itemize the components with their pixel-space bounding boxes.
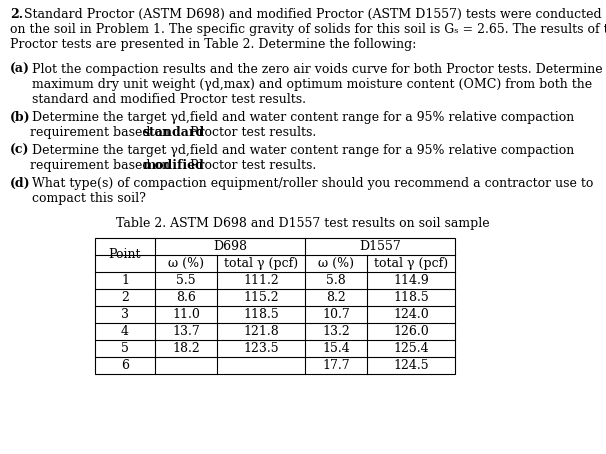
Text: ω (%): ω (%)	[168, 257, 204, 270]
Text: 115.2: 115.2	[243, 291, 279, 304]
Text: compact this soil?: compact this soil?	[32, 192, 146, 205]
Text: Proctor test results.: Proctor test results.	[187, 126, 317, 139]
Text: Determine the target γd,field and water content range for a 95% relative compact: Determine the target γd,field and water …	[32, 111, 574, 124]
Text: requirement based on: requirement based on	[10, 159, 174, 172]
Text: 10.7: 10.7	[322, 308, 350, 321]
Text: 111.2: 111.2	[243, 274, 279, 287]
Text: Plot the compaction results and the zero air voids curve for both Proctor tests.: Plot the compaction results and the zero…	[32, 63, 606, 76]
Text: Proctor test results.: Proctor test results.	[187, 159, 317, 172]
Text: standard: standard	[142, 126, 204, 139]
Text: Table 2. ASTM D698 and D1557 test results on soil sample: Table 2. ASTM D698 and D1557 test result…	[116, 217, 490, 230]
Text: requirement based on: requirement based on	[10, 126, 174, 139]
Text: (c): (c)	[10, 144, 30, 157]
Text: Point: Point	[108, 248, 141, 262]
Text: 126.0: 126.0	[393, 325, 429, 338]
Text: (a): (a)	[10, 63, 30, 76]
Text: total γ (pcf): total γ (pcf)	[374, 257, 448, 270]
Text: Standard Proctor (ASTM D698) and modified Proctor (ASTM D1557) tests were conduc: Standard Proctor (ASTM D698) and modifie…	[24, 8, 602, 21]
Text: 5.8: 5.8	[326, 274, 346, 287]
Text: 3: 3	[121, 308, 129, 321]
Text: 13.2: 13.2	[322, 325, 350, 338]
Text: on the soil in Problem 1. The specific gravity of solids for this soil is Gₛ = 2: on the soil in Problem 1. The specific g…	[10, 23, 606, 36]
Text: maximum dry unit weight (γd,max) and optimum moisture content (OMC) from both th: maximum dry unit weight (γd,max) and opt…	[32, 78, 592, 91]
Text: ω (%): ω (%)	[318, 257, 354, 270]
Text: 2: 2	[121, 291, 129, 304]
Text: D698: D698	[213, 240, 247, 253]
Text: 1: 1	[121, 274, 129, 287]
Text: D1557: D1557	[359, 240, 401, 253]
Text: 124.0: 124.0	[393, 308, 429, 321]
Text: Proctor tests are presented in Table 2. Determine the following:: Proctor tests are presented in Table 2. …	[10, 38, 416, 51]
Text: What type(s) of compaction equipment/roller should you recommend a contractor us: What type(s) of compaction equipment/rol…	[32, 177, 593, 190]
Text: 8.2: 8.2	[326, 291, 346, 304]
Text: 15.4: 15.4	[322, 342, 350, 355]
Text: (b): (b)	[10, 111, 31, 124]
Text: total γ (pcf): total γ (pcf)	[224, 257, 298, 270]
Text: 114.9: 114.9	[393, 274, 429, 287]
Text: 118.5: 118.5	[393, 291, 429, 304]
Text: 6: 6	[121, 359, 129, 372]
Text: 5.5: 5.5	[176, 274, 196, 287]
Text: modified: modified	[142, 159, 204, 172]
Text: 17.7: 17.7	[322, 359, 350, 372]
Text: 8.6: 8.6	[176, 291, 196, 304]
Text: 118.5: 118.5	[243, 308, 279, 321]
Text: standard and modified Proctor test results.: standard and modified Proctor test resul…	[32, 93, 306, 106]
Text: 5: 5	[121, 342, 129, 355]
Text: 125.4: 125.4	[393, 342, 429, 355]
Text: 13.7: 13.7	[172, 325, 200, 338]
Text: (d): (d)	[10, 177, 31, 190]
Text: 123.5: 123.5	[243, 342, 279, 355]
Text: 124.5: 124.5	[393, 359, 429, 372]
Text: 11.0: 11.0	[172, 308, 200, 321]
Text: 18.2: 18.2	[172, 342, 200, 355]
Text: 4: 4	[121, 325, 129, 338]
Text: 2.: 2.	[10, 8, 23, 21]
Text: 121.8: 121.8	[243, 325, 279, 338]
Bar	[95, 238, 455, 374]
Text: Determine the target γd,field and water content range for a 95% relative compact: Determine the target γd,field and water …	[32, 144, 574, 157]
